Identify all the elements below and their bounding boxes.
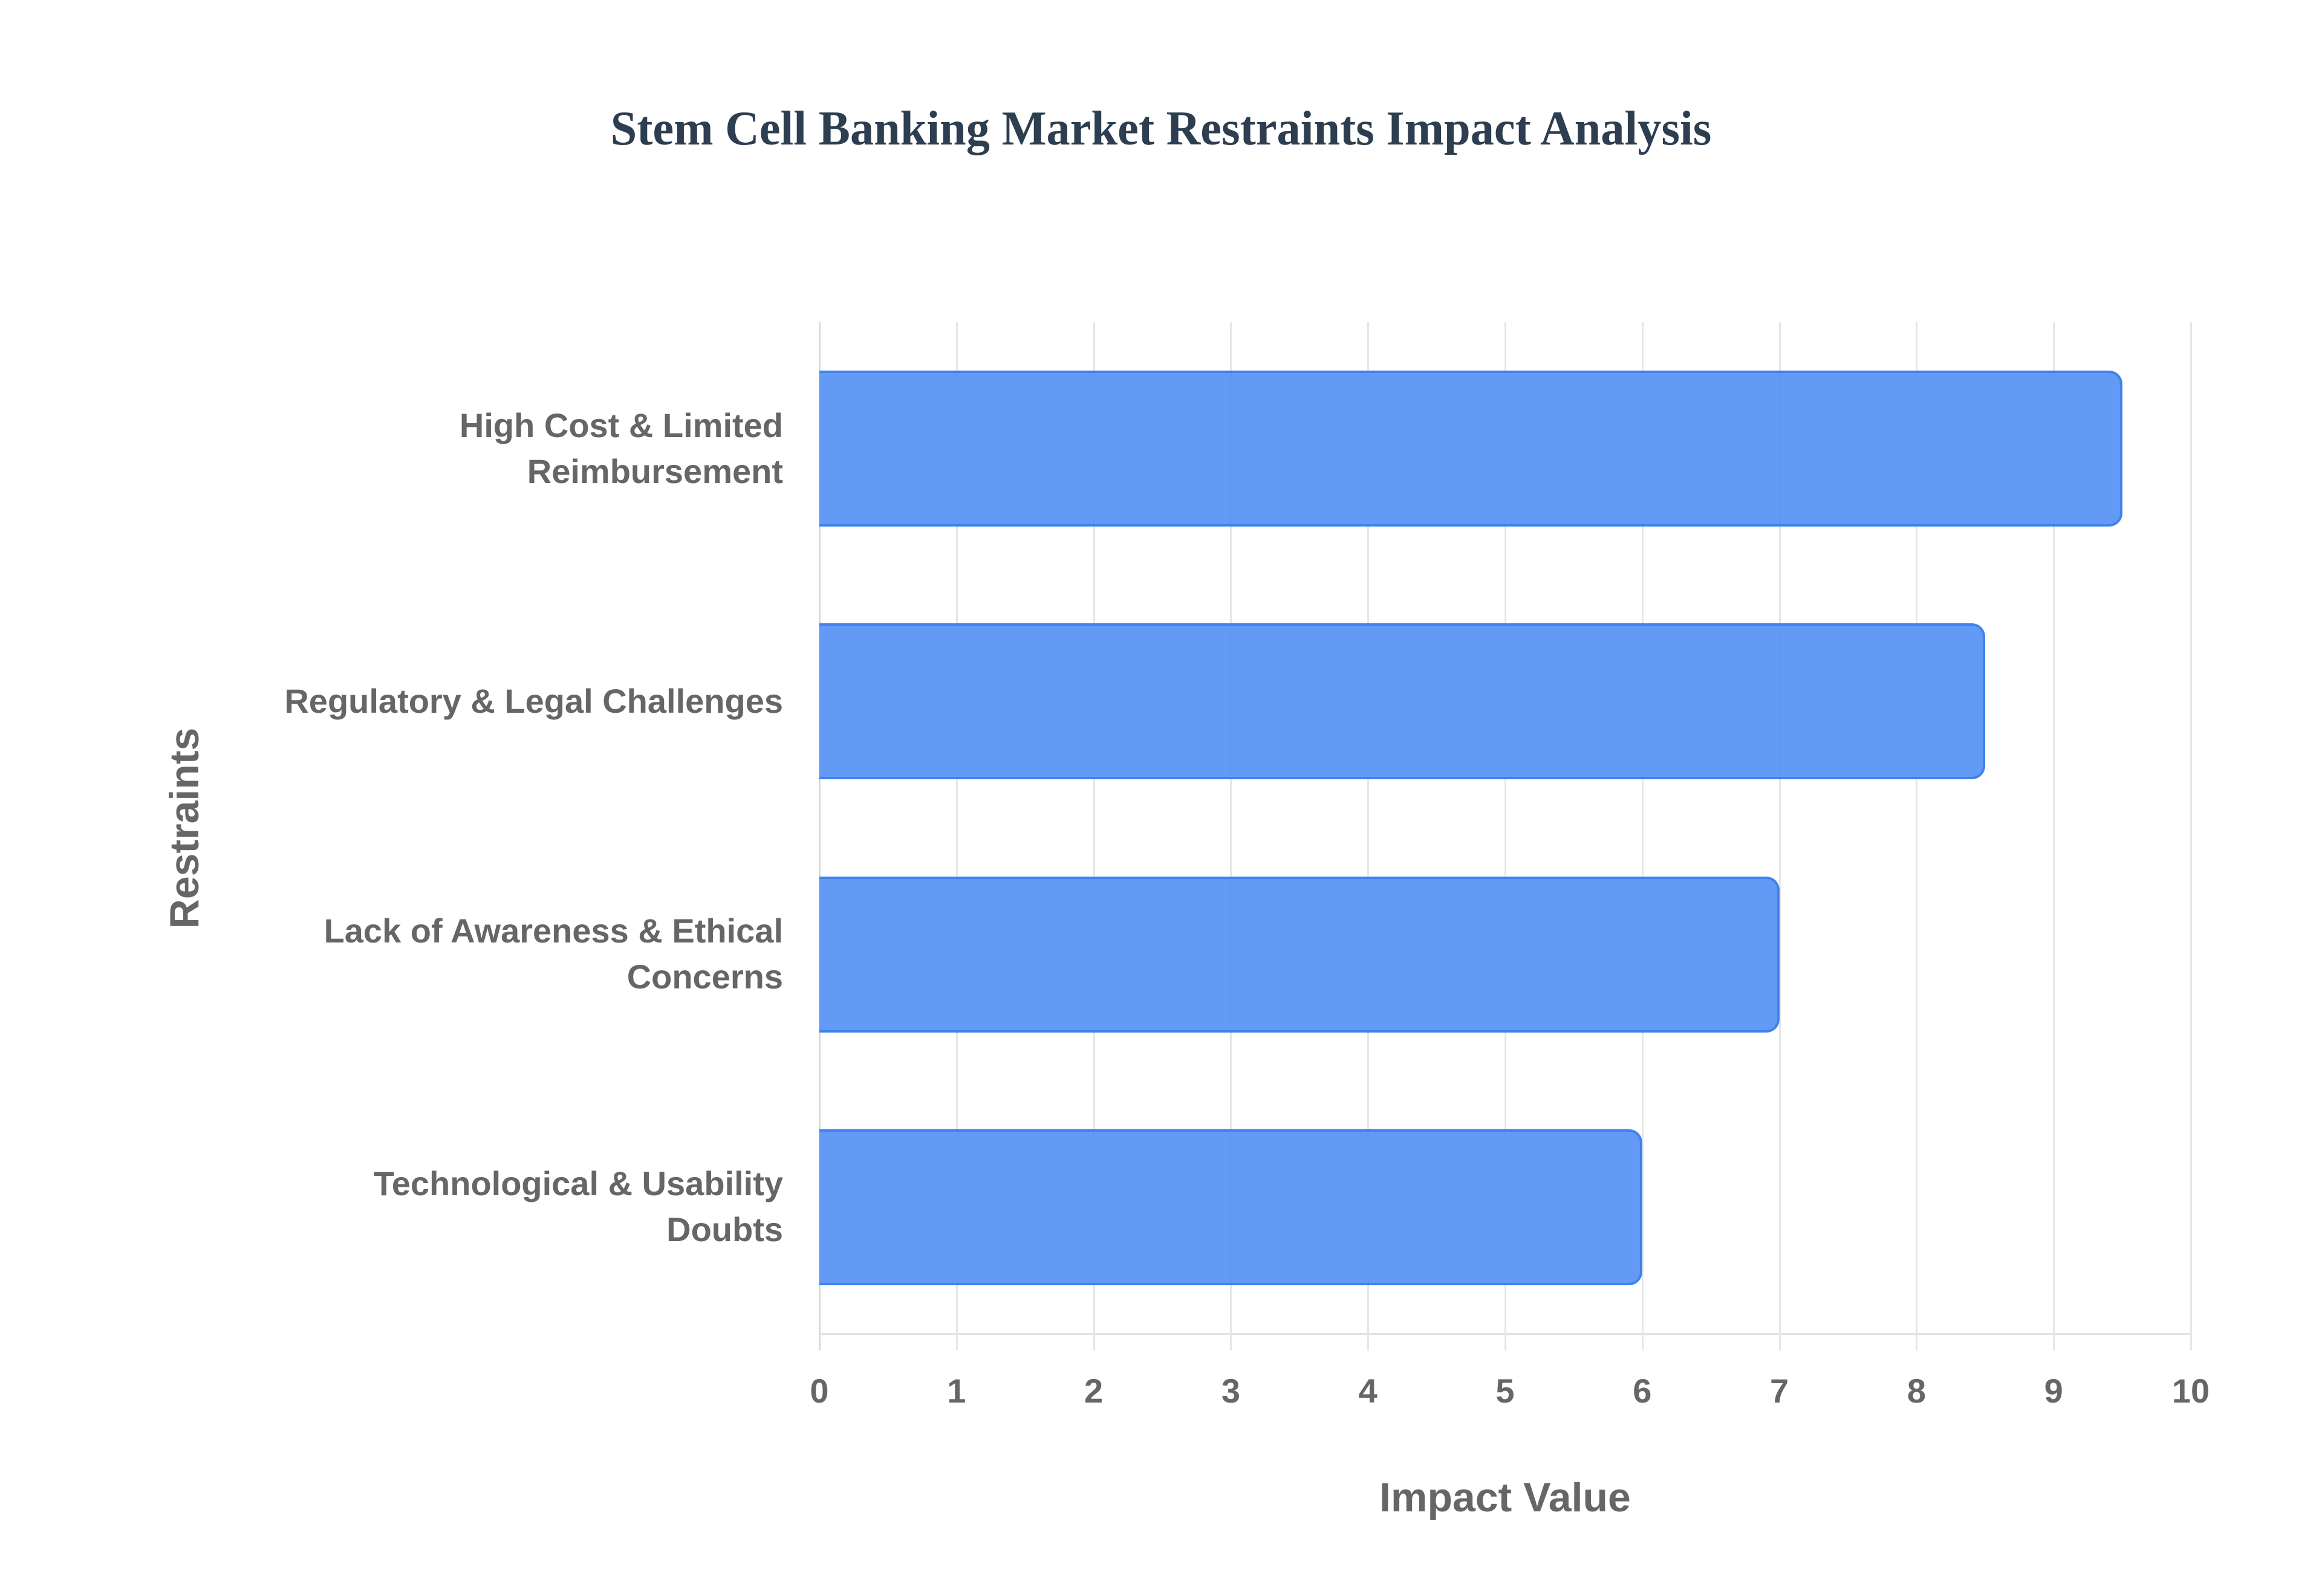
x-tick-label: 7	[1770, 1372, 1789, 1410]
chart-title: Stem Cell Banking Market Restraints Impa…	[610, 102, 1712, 155]
y-label-line: Regulatory & Legal Challenges	[284, 682, 783, 720]
bar[interactable]	[819, 1129, 1642, 1285]
y-label-awareness: Lack of Awareness & Ethical Concerns	[118, 908, 783, 1000]
gridline	[1778, 322, 1781, 1351]
gridline	[2190, 322, 2192, 1351]
x-tick-label: 5	[1495, 1372, 1515, 1410]
gridline	[2053, 322, 2055, 1351]
bar[interactable]	[819, 623, 1985, 780]
gridline	[1230, 322, 1232, 1351]
gridline	[1093, 322, 1095, 1351]
y-label-line: Reimbursement	[527, 452, 783, 490]
y-label-line: Doubts	[666, 1210, 783, 1248]
y-axis-title: Restraints	[161, 727, 207, 929]
plot-area	[819, 322, 2192, 1351]
x-tick-label: 0	[810, 1372, 829, 1410]
x-tick-label: 8	[1907, 1372, 1926, 1410]
bar[interactable]	[819, 876, 1780, 1033]
x-axis-title: Impact Value	[1379, 1474, 1631, 1520]
x-tick-label: 3	[1221, 1372, 1240, 1410]
y-label-line: Concerns	[626, 958, 783, 996]
x-tick-label: 9	[2044, 1372, 2063, 1410]
y-label-technological: Technological & Usability Doubts	[118, 1161, 783, 1253]
x-tick-label: 6	[1633, 1372, 1652, 1410]
y-label-line: Technological & Usability	[373, 1164, 783, 1202]
y-axis-line	[819, 322, 821, 1351]
gridline	[1504, 322, 1506, 1351]
x-tick-label: 1	[947, 1372, 966, 1410]
x-tick-label: 10	[2171, 1372, 2210, 1410]
gridline	[1367, 322, 1370, 1351]
y-label-line: High Cost & Limited	[459, 406, 783, 444]
y-label-line: Lack of Awareness & Ethical	[324, 912, 783, 950]
bar[interactable]	[819, 371, 2122, 527]
gridline	[1916, 322, 1918, 1351]
x-tick-label: 4	[1358, 1372, 1377, 1410]
gridline	[955, 322, 958, 1351]
gridline	[1641, 322, 1644, 1351]
y-label-high-cost: High Cost & Limited Reimbursement	[118, 403, 783, 495]
y-label-regulatory: Regulatory & Legal Challenges	[118, 678, 783, 724]
x-tick-label: 2	[1084, 1372, 1104, 1410]
